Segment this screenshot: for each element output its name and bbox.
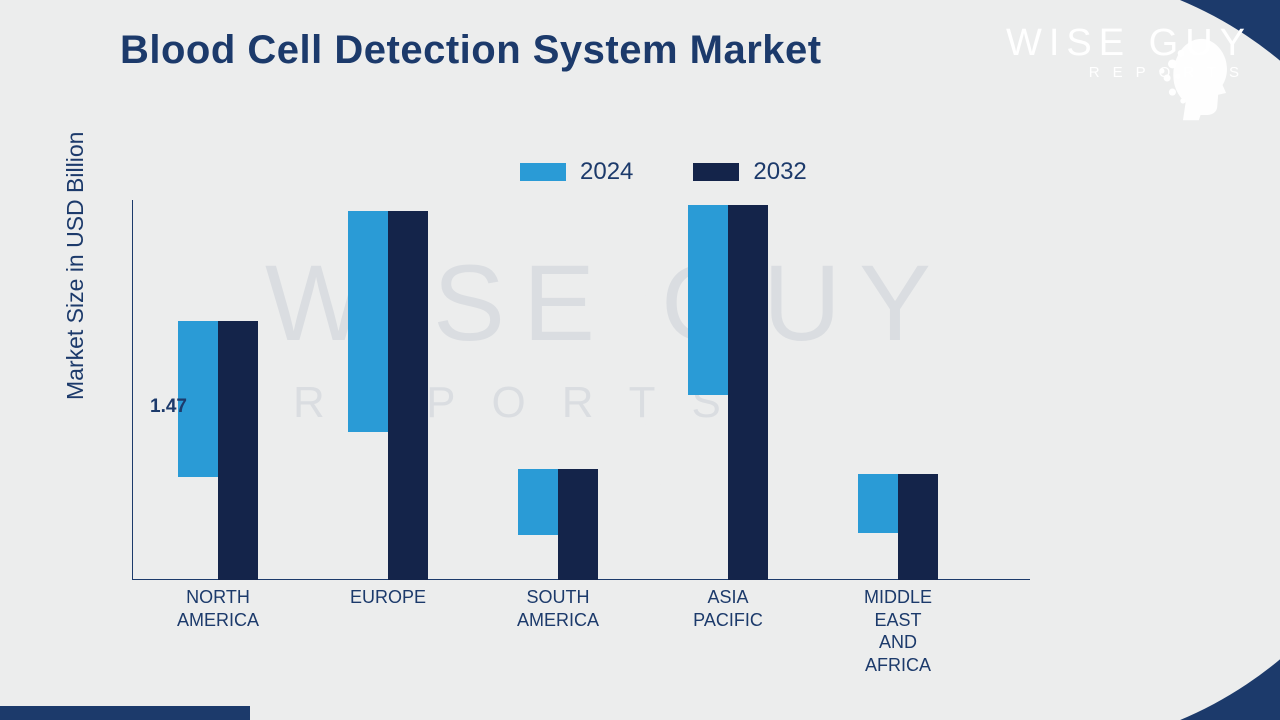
- plot-area: 1.47: [110, 200, 1030, 580]
- bar: [218, 321, 258, 580]
- chart-canvas: WISE GUY REPORTS Blood Cell Detection Sy…: [0, 0, 1280, 720]
- brand-logo: WISE GUY REPORTS: [1006, 24, 1252, 81]
- legend-swatch-2024: [520, 163, 566, 181]
- bar-group: [838, 474, 958, 580]
- footer-accent-bar: [0, 706, 250, 720]
- value-label: 1.47: [150, 396, 187, 418]
- legend-label-2032: 2032: [753, 158, 806, 186]
- category-labels: NORTHAMERICA EUROPE SOUTHAMERICA ASIAPACIFI…: [110, 582, 1030, 702]
- bar: [728, 205, 768, 580]
- legend-label-2024: 2024: [580, 158, 633, 186]
- bar: [518, 469, 558, 534]
- y-axis-line: [132, 200, 133, 580]
- y-axis-label: Market Size in USD Billion: [62, 132, 89, 400]
- bar: [558, 469, 598, 580]
- category-label: SOUTHAMERICA: [488, 586, 628, 631]
- legend-item-2024: 2024: [520, 158, 633, 186]
- bar: [348, 211, 388, 433]
- legend-swatch-2032: [693, 163, 739, 181]
- bar-group: [158, 321, 278, 580]
- bar-group: [668, 205, 788, 580]
- legend-item-2032: 2032: [693, 158, 806, 186]
- bar: [898, 474, 938, 580]
- category-label: NORTHAMERICA: [148, 586, 288, 631]
- category-label: EUROPE: [318, 586, 458, 609]
- legend: 2024 2032: [520, 158, 807, 186]
- category-label: ASIAPACIFIC: [658, 586, 798, 631]
- bar-group: [498, 469, 618, 580]
- bar: [388, 211, 428, 580]
- bar: [858, 474, 898, 532]
- category-label: MIDDLEEASTANDAFRICA: [828, 586, 968, 676]
- chart-title: Blood Cell Detection System Market: [120, 28, 822, 73]
- bar-group: [328, 211, 448, 580]
- bar: [688, 205, 728, 395]
- brand-head-icon: [1146, 34, 1234, 122]
